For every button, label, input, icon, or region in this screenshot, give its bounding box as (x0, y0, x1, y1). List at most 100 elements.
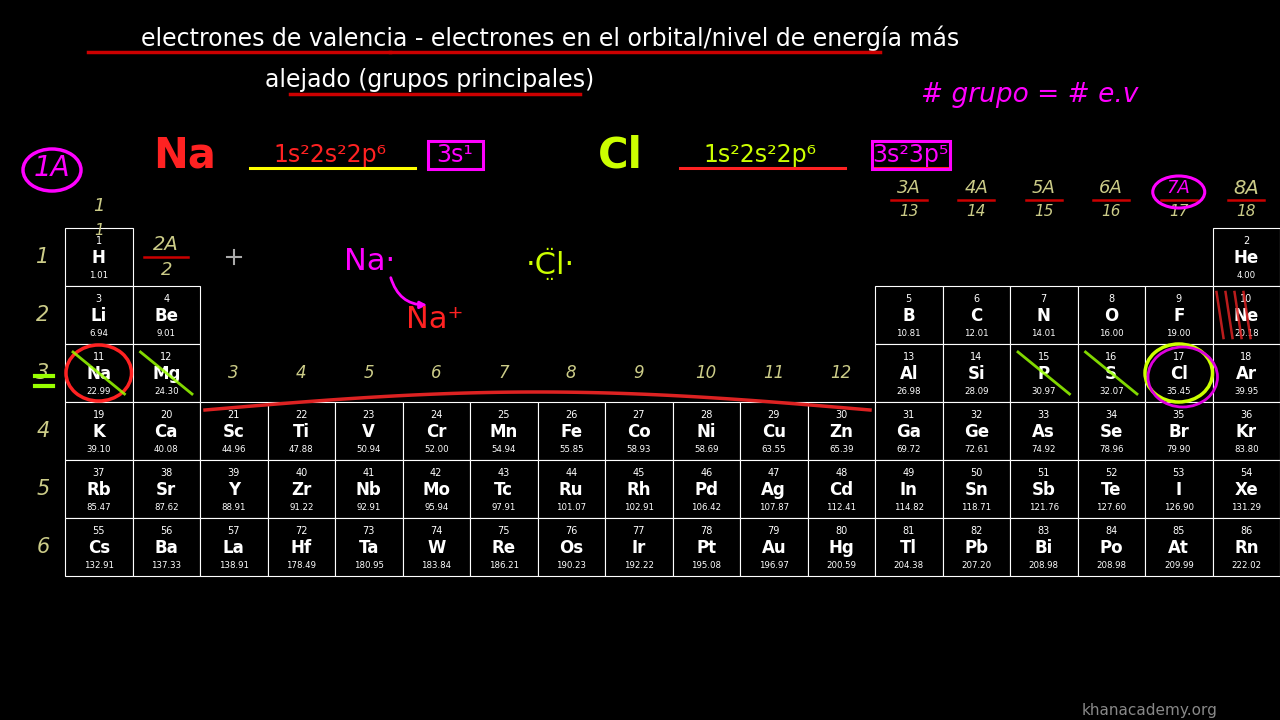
Bar (876, 286, 942, 344)
Text: 17: 17 (1169, 204, 1189, 220)
Bar (876, 518, 942, 576)
Text: 39.10: 39.10 (87, 445, 111, 454)
Text: 34: 34 (1105, 410, 1117, 420)
Bar (740, 402, 808, 460)
Text: 55.85: 55.85 (559, 445, 584, 454)
Text: 186.21: 186.21 (489, 561, 518, 570)
Text: 196.97: 196.97 (759, 561, 788, 570)
Bar (1212, 344, 1280, 402)
Text: 79: 79 (768, 526, 780, 536)
Text: Ni: Ni (696, 423, 716, 441)
Text: 85: 85 (1172, 526, 1185, 536)
Text: 82: 82 (970, 526, 983, 536)
Bar (200, 460, 268, 518)
Text: H: H (92, 249, 106, 267)
Bar (538, 518, 605, 576)
Text: 24: 24 (430, 410, 443, 420)
Bar (740, 460, 808, 518)
Text: 4: 4 (296, 364, 307, 382)
Text: 63.55: 63.55 (762, 445, 786, 454)
Text: 6.94: 6.94 (90, 329, 109, 338)
Text: 16.00: 16.00 (1100, 329, 1124, 338)
Text: 9: 9 (1176, 294, 1181, 304)
Text: 3: 3 (96, 294, 102, 304)
Text: 6A: 6A (1100, 179, 1123, 197)
Text: 42: 42 (430, 468, 443, 478)
Text: Br: Br (1169, 423, 1189, 441)
Text: khanacademy.org: khanacademy.org (1082, 703, 1219, 718)
Bar (200, 402, 268, 460)
Text: 97.91: 97.91 (492, 503, 516, 512)
Text: Zn: Zn (829, 423, 854, 441)
Text: 138.91: 138.91 (219, 561, 248, 570)
Text: 3A: 3A (897, 179, 920, 197)
Text: 2A: 2A (154, 235, 179, 253)
Text: 9.01: 9.01 (156, 329, 175, 338)
Text: Na: Na (154, 134, 216, 176)
Text: Au: Au (762, 539, 786, 557)
Text: 15: 15 (1034, 204, 1053, 220)
Bar (268, 460, 335, 518)
Text: ·Cl·: ·Cl· (525, 251, 575, 279)
Text: 76: 76 (564, 526, 577, 536)
Bar (538, 402, 605, 460)
Text: 3s²3p⁵: 3s²3p⁵ (872, 143, 948, 167)
Text: Cu: Cu (762, 423, 786, 441)
Bar (808, 402, 876, 460)
Bar (133, 518, 200, 576)
Text: Bi: Bi (1034, 539, 1053, 557)
Text: 107.87: 107.87 (759, 503, 788, 512)
Text: 132.91: 132.91 (83, 561, 114, 570)
Text: 95.94: 95.94 (424, 503, 448, 512)
Text: 126.90: 126.90 (1164, 503, 1194, 512)
Text: V: V (362, 423, 375, 441)
Text: 40: 40 (296, 468, 307, 478)
Text: F: F (1172, 307, 1184, 325)
Text: 36: 36 (1240, 410, 1252, 420)
Text: La: La (223, 539, 244, 557)
Text: 2: 2 (36, 305, 50, 325)
Text: Xe: Xe (1234, 481, 1258, 499)
Text: 84: 84 (1105, 526, 1117, 536)
Bar (1146, 286, 1212, 344)
Text: 2: 2 (160, 261, 172, 279)
Text: Os: Os (559, 539, 584, 557)
Text: Rh: Rh (626, 481, 652, 499)
Text: P: P (1038, 365, 1050, 383)
Text: 1: 1 (96, 235, 102, 246)
Text: 112.41: 112.41 (826, 503, 856, 512)
Text: Zr: Zr (291, 481, 311, 499)
Text: 1s²2s²2p⁶: 1s²2s²2p⁶ (274, 143, 387, 167)
Text: Tl: Tl (900, 539, 918, 557)
Bar (876, 402, 942, 460)
Text: Hf: Hf (291, 539, 312, 557)
Text: 12: 12 (831, 364, 852, 382)
Text: B: B (902, 307, 915, 325)
Text: 85.47: 85.47 (87, 503, 111, 512)
Text: Fe: Fe (561, 423, 582, 441)
Text: 5A: 5A (1032, 179, 1056, 197)
Text: 6: 6 (431, 364, 442, 382)
Text: 200.59: 200.59 (827, 561, 856, 570)
Text: 54.94: 54.94 (492, 445, 516, 454)
Bar (942, 286, 1010, 344)
Text: 78: 78 (700, 526, 713, 536)
Text: 16: 16 (1105, 352, 1117, 361)
Bar (65, 460, 133, 518)
Text: 101.07: 101.07 (557, 503, 586, 512)
Text: 22.99: 22.99 (87, 387, 111, 396)
Text: 74.92: 74.92 (1032, 445, 1056, 454)
Text: Sn: Sn (964, 481, 988, 499)
Text: 1.01: 1.01 (90, 271, 109, 280)
Text: 91.22: 91.22 (289, 503, 314, 512)
Text: 54: 54 (1240, 468, 1252, 478)
Bar (470, 460, 538, 518)
Text: 4: 4 (163, 294, 169, 304)
Text: Sb: Sb (1032, 481, 1056, 499)
Text: Ag: Ag (762, 481, 786, 499)
Text: C: C (970, 307, 982, 325)
Text: 72.61: 72.61 (964, 445, 988, 454)
Text: 35: 35 (1172, 410, 1185, 420)
Text: W: W (428, 539, 445, 557)
Bar (1078, 518, 1146, 576)
